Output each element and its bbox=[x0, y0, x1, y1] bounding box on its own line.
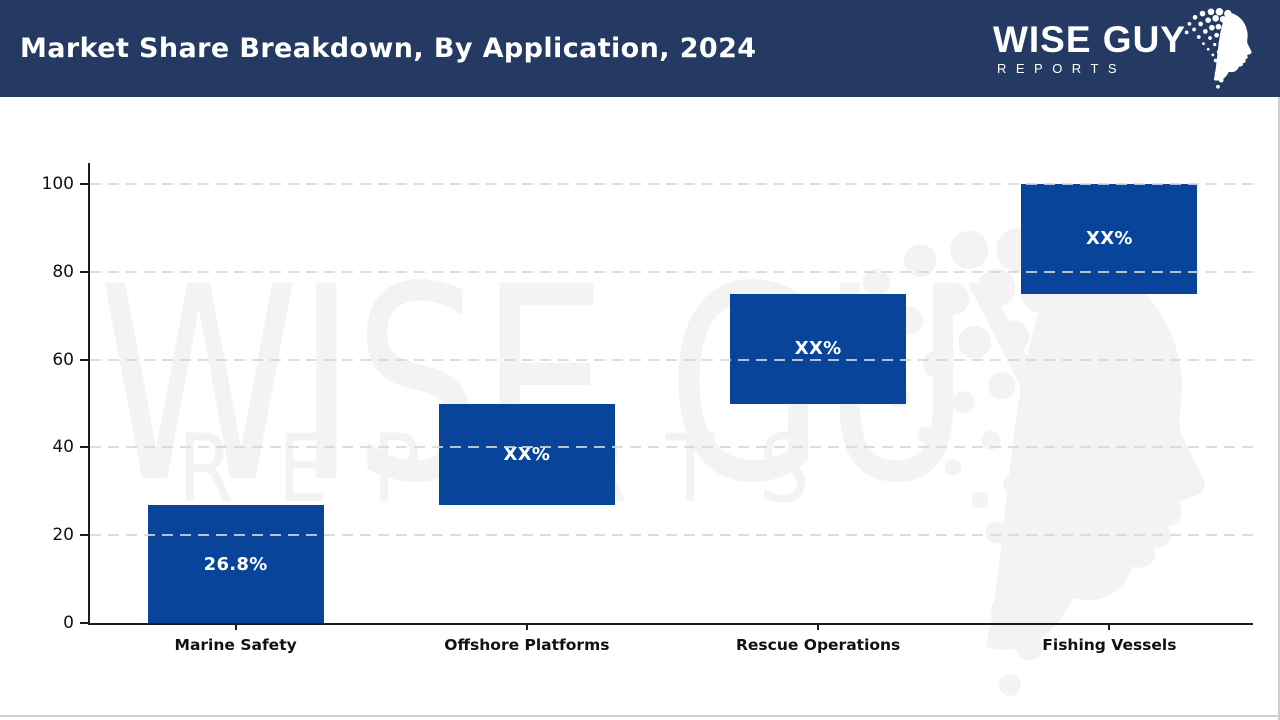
x-axis-category-label: Fishing Vessels bbox=[1042, 636, 1177, 654]
bar-marine-safety: 26.8% bbox=[147, 505, 324, 623]
bar-value-label: XX% bbox=[503, 443, 551, 465]
y-axis-tick bbox=[80, 622, 88, 624]
y-axis-tick-label: 100 bbox=[41, 174, 74, 194]
y-axis-tick-label: 40 bbox=[52, 437, 74, 458]
gridline-y-40 bbox=[90, 446, 1253, 449]
bar-offshore-platforms: XX% bbox=[438, 403, 615, 506]
dotted-head-profile-icon bbox=[1184, 7, 1252, 89]
gridline-y-80 bbox=[90, 270, 1253, 273]
x-axis-tick bbox=[525, 623, 528, 630]
x-axis-tick bbox=[1108, 623, 1111, 630]
brand-subtitle: REPORTS bbox=[996, 61, 1127, 76]
y-axis-tick bbox=[80, 358, 88, 361]
brand-name: WISE GUY bbox=[992, 19, 1186, 60]
gridline-y-20 bbox=[90, 534, 1253, 537]
y-axis-tick bbox=[80, 270, 88, 273]
footer-divider bbox=[0, 715, 1280, 717]
y-axis-tick-label: 60 bbox=[52, 349, 74, 370]
bar-value-label: XX% bbox=[1086, 228, 1133, 250]
y-axis-tick-label: 80 bbox=[52, 261, 74, 282]
y-axis-tick bbox=[80, 534, 88, 537]
gridline-y-60 bbox=[90, 358, 1253, 361]
bar-rescue-operations: XX% bbox=[730, 293, 907, 404]
plot-area: 0 20 40 60 80 100 26.8% Marine Safety XX% Offshor… bbox=[42, 163, 1253, 654]
header-bar: Market Share Breakdown, By Application, … bbox=[0, 0, 1280, 97]
gridline-y-100 bbox=[90, 183, 1253, 185]
y-axis-tick bbox=[80, 446, 88, 449]
y-axis-tick-label: 0 bbox=[63, 613, 74, 633]
brand-logo: WISE GUY REPORTS bbox=[993, 7, 1254, 90]
y-axis-tick-label: 20 bbox=[52, 525, 74, 546]
x-axis-tick bbox=[234, 623, 237, 630]
x-axis-category-label: Offshore Platforms bbox=[444, 636, 610, 654]
bar-value-label: XX% bbox=[794, 338, 842, 360]
x-axis-category-label: Rescue Operations bbox=[735, 636, 901, 654]
x-axis-category-label: Marine Safety bbox=[174, 636, 297, 654]
y-axis-tick bbox=[80, 183, 88, 185]
bar-value-label: 26.8% bbox=[203, 553, 268, 575]
brand-logo-text: WISE GUY REPORTS bbox=[993, 21, 1186, 76]
x-axis-tick bbox=[817, 623, 820, 630]
page-title: Market Share Breakdown, By Application, … bbox=[20, 33, 757, 64]
bar-fishing-vessels: XX% bbox=[1021, 184, 1198, 294]
